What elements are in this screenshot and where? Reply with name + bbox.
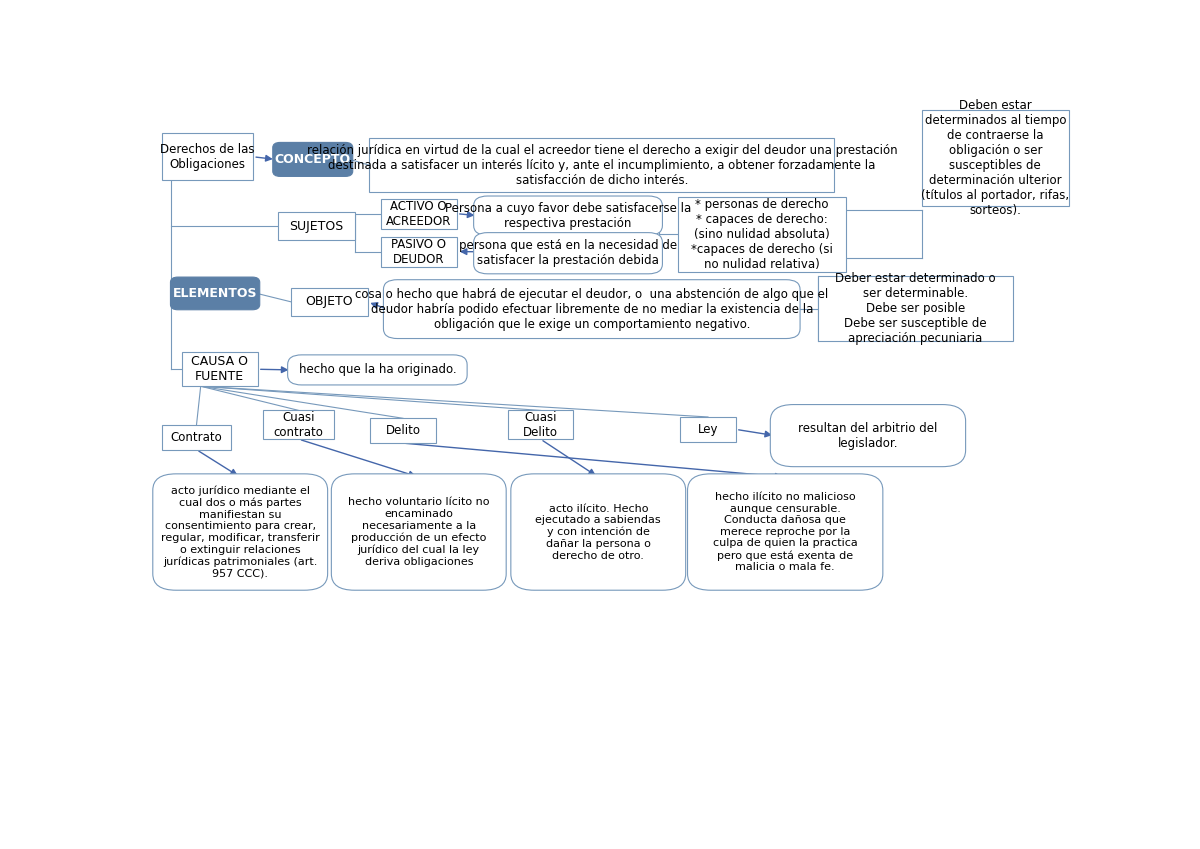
Text: PASIVO O
DEUDOR: PASIVO O DEUDOR <box>391 238 446 266</box>
FancyBboxPatch shape <box>680 417 736 441</box>
FancyBboxPatch shape <box>384 279 800 339</box>
Text: Cuasi
Delito: Cuasi Delito <box>523 411 558 439</box>
FancyBboxPatch shape <box>170 277 259 310</box>
Text: Ley: Ley <box>697 423 719 436</box>
Text: acto ilícito. Hecho
ejecutado a sabiendas
y con intención de
dañar la persona o
: acto ilícito. Hecho ejecutado a sabienda… <box>535 503 661 560</box>
FancyBboxPatch shape <box>292 288 367 317</box>
Text: SUJETOS: SUJETOS <box>289 220 343 233</box>
FancyBboxPatch shape <box>371 419 436 443</box>
Text: ACTIVO O
ACREEDOR: ACTIVO O ACREEDOR <box>386 200 451 228</box>
Text: Deber estar determinado o
ser determinable.
Debe ser posible
Debe ser susceptibl: Deber estar determinado o ser determinab… <box>835 272 996 345</box>
Text: relación jurídica en virtud de la cual el acreedor tiene el derecho a exigir del: relación jurídica en virtud de la cual e… <box>307 143 898 187</box>
Text: acto jurídico mediante el
cual dos o más partes
manifiestan su
consentimiento pa: acto jurídico mediante el cual dos o más… <box>161 486 319 578</box>
FancyBboxPatch shape <box>264 410 334 439</box>
Text: hecho que la ha originado.: hecho que la ha originado. <box>299 363 456 376</box>
FancyBboxPatch shape <box>511 474 685 590</box>
FancyBboxPatch shape <box>152 474 328 590</box>
FancyBboxPatch shape <box>288 355 467 385</box>
Text: CAUSA O
FUENTE: CAUSA O FUENTE <box>191 355 248 383</box>
FancyBboxPatch shape <box>181 352 258 386</box>
Text: CONCEPTO: CONCEPTO <box>275 153 350 166</box>
FancyBboxPatch shape <box>380 199 457 228</box>
Text: * personas de derecho
* capaces de derecho:
(sino nulidad absoluta)
*capaces de : * personas de derecho * capaces de derec… <box>691 198 833 271</box>
FancyBboxPatch shape <box>370 138 834 192</box>
FancyBboxPatch shape <box>380 237 457 267</box>
Text: Cuasi
contrato: Cuasi contrato <box>274 411 324 439</box>
Text: persona que está en la necesidad de
satisfacer la prestación debida: persona que está en la necesidad de sati… <box>458 239 677 267</box>
FancyBboxPatch shape <box>817 276 1013 341</box>
FancyBboxPatch shape <box>331 474 506 590</box>
FancyBboxPatch shape <box>474 233 662 274</box>
Text: OBJETO: OBJETO <box>306 295 353 308</box>
Text: Deben estar
determinados al tiempo
de contraerse la
obligación o ser
susceptible: Deben estar determinados al tiempo de co… <box>922 99 1069 217</box>
Text: Persona a cuyo favor debe satisfacerse la
respectiva prestación: Persona a cuyo favor debe satisfacerse l… <box>445 201 691 229</box>
Text: Delito: Delito <box>385 424 420 437</box>
FancyBboxPatch shape <box>688 474 883 590</box>
FancyBboxPatch shape <box>278 211 355 240</box>
FancyBboxPatch shape <box>678 197 846 272</box>
FancyBboxPatch shape <box>474 196 662 235</box>
Text: hecho voluntario lícito no
encaminado
necesariamente a la
producción de un efect: hecho voluntario lícito no encaminado ne… <box>348 498 490 566</box>
Text: resultan del arbitrio del
legislador.: resultan del arbitrio del legislador. <box>798 422 937 450</box>
FancyBboxPatch shape <box>272 143 353 177</box>
Text: Derechos de las
Obligaciones: Derechos de las Obligaciones <box>161 143 254 171</box>
Text: cosa o hecho que habrá de ejecutar el deudor, o  una abstención de algo que el
d: cosa o hecho que habrá de ejecutar el de… <box>355 288 828 330</box>
FancyBboxPatch shape <box>162 133 253 180</box>
FancyBboxPatch shape <box>508 410 574 439</box>
FancyBboxPatch shape <box>162 424 230 450</box>
Text: hecho ilícito no malicioso
aunque censurable.
Conducta dañosa que
merece reproch: hecho ilícito no malicioso aunque censur… <box>713 492 858 572</box>
FancyBboxPatch shape <box>770 405 966 467</box>
Text: Contrato: Contrato <box>170 430 222 444</box>
FancyBboxPatch shape <box>922 110 1069 206</box>
Text: ELEMENTOS: ELEMENTOS <box>173 287 257 300</box>
